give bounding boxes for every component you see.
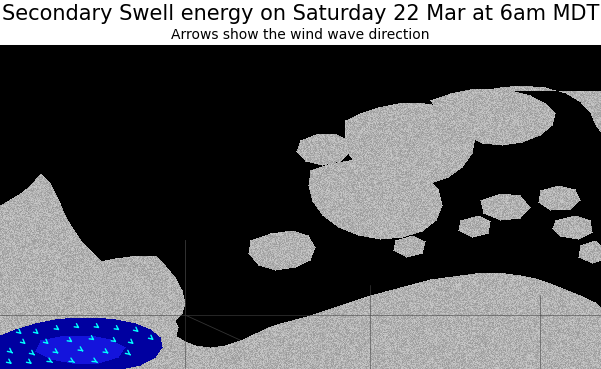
- Text: Secondary Swell energy on Saturday 22 Mar at 6am MDT: Secondary Swell energy on Saturday 22 Ma…: [2, 4, 599, 24]
- Text: Arrows show the wind wave direction: Arrows show the wind wave direction: [171, 28, 430, 42]
